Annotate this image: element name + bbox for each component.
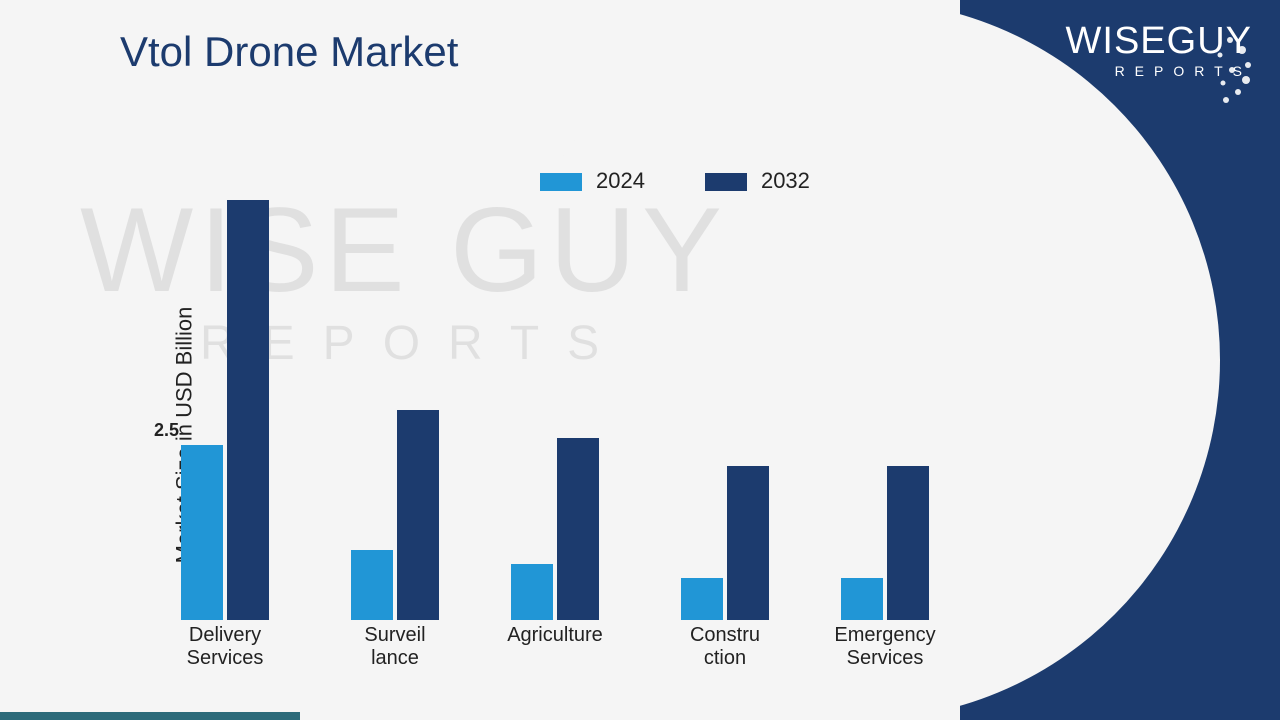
- plot-area: 2.5: [140, 200, 970, 620]
- bar-value-label: 2.5: [154, 420, 179, 441]
- bar-group: [650, 466, 800, 620]
- bar-2024: [351, 550, 393, 620]
- bar-2024: [181, 445, 223, 620]
- chart-title: Vtol Drone Market: [120, 28, 458, 76]
- bar-2032: [227, 200, 269, 620]
- legend-swatch-2032: [705, 173, 747, 191]
- bar-2024: [511, 564, 553, 620]
- legend: 2024 2032: [540, 168, 810, 194]
- bar-2024: [681, 578, 723, 620]
- legend-item-2032: 2032: [705, 168, 810, 194]
- bar-2032: [397, 410, 439, 620]
- footer-accent: [0, 712, 300, 720]
- logo-line1: WISE: [1066, 20, 1167, 62]
- logo-line2: GUY: [1167, 20, 1252, 62]
- legend-swatch-2024: [540, 173, 582, 191]
- x-tick-label: Surveillance: [320, 624, 470, 670]
- bar-2024: [841, 578, 883, 620]
- bar-2032: [557, 438, 599, 620]
- bar-2032: [727, 466, 769, 620]
- x-tick-label: Construction: [650, 624, 800, 670]
- brand-logo: WISEGUY REPORTS: [1066, 22, 1252, 78]
- x-tick-label: EmergencyServices: [810, 624, 960, 670]
- logo-sub: REPORTS: [1066, 64, 1252, 78]
- x-tick-label: Agriculture: [480, 624, 630, 647]
- bar-chart: Market Size in USD Billion 2.5 DeliveryS…: [110, 200, 970, 670]
- legend-item-2024: 2024: [540, 168, 645, 194]
- bar-group: 2.5: [150, 200, 300, 620]
- bar-group: [480, 438, 630, 620]
- bar-2032: [887, 466, 929, 620]
- chart-canvas: WISEGUY REPORTS Vtol Drone Market WISE G…: [0, 0, 1280, 720]
- bar-group: [320, 410, 470, 620]
- x-tick-label: DeliveryServices: [150, 624, 300, 670]
- bar-group: [810, 466, 960, 620]
- x-axis-labels: DeliveryServices Surveillance Agriculture C…: [140, 624, 970, 674]
